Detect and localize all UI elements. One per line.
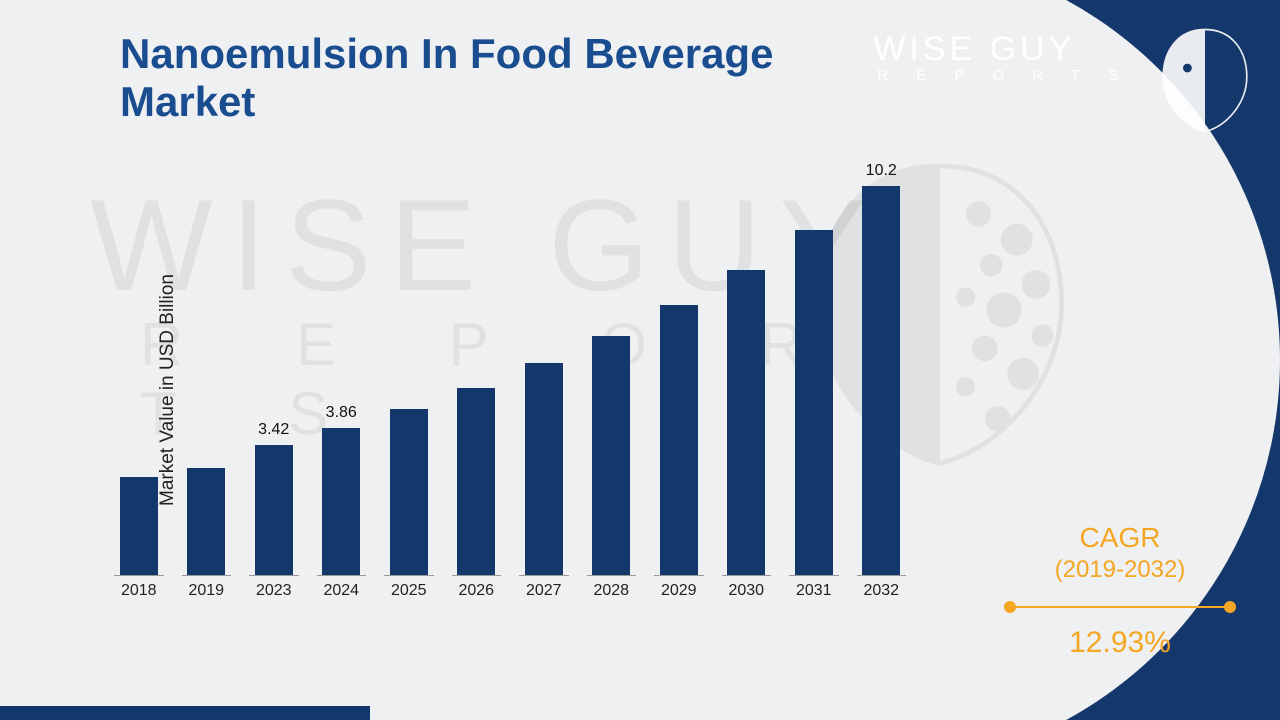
bar — [795, 230, 833, 575]
bars-container: 3.42 3.86 10.2 — [110, 175, 910, 575]
bar-wrap — [384, 409, 434, 575]
bar-wrap: 3.42 — [249, 445, 299, 575]
x-tick-label: 2019 — [182, 575, 232, 605]
bar-wrap — [587, 336, 637, 575]
bar — [862, 186, 900, 575]
cagr-range: (2019-2032) — [1000, 556, 1240, 584]
cagr-divider — [1010, 606, 1230, 608]
cagr-label: CAGR — [1000, 522, 1240, 554]
bar-wrap — [722, 270, 772, 575]
x-tick-label: 2018 — [114, 575, 164, 605]
bar-wrap — [452, 388, 502, 575]
logo-head-icon — [1150, 24, 1260, 134]
plot-area: 3.42 3.86 10.2 — [110, 175, 910, 575]
bar — [525, 363, 563, 575]
bar — [390, 409, 428, 575]
bar — [660, 305, 698, 575]
page: WISE GUY R E P O R T S Nanoemulsion In F… — [0, 0, 1280, 720]
bar-wrap: 10.2 — [857, 186, 907, 575]
x-tick-label: 2025 — [384, 575, 434, 605]
bar-wrap — [519, 363, 569, 575]
x-tick-label: 2024 — [317, 575, 367, 605]
logo-line2: R E P O R T S — [877, 67, 1130, 84]
bar-value-label: 3.86 — [317, 404, 367, 422]
bar-value-label: 10.2 — [857, 162, 907, 180]
brand-logo: WISE GUY R E P O R T S — [873, 30, 1130, 84]
cagr-value: 12.93% — [1000, 626, 1240, 660]
x-tick-label: 2029 — [654, 575, 704, 605]
bar — [187, 468, 225, 575]
x-tick-label: 2028 — [587, 575, 637, 605]
bar-wrap — [182, 468, 232, 575]
page-title: Nanoemulsion In Food Beverage Market — [120, 30, 840, 127]
bar-wrap — [789, 230, 839, 575]
bar-wrap — [654, 305, 704, 575]
x-tick-label: 2032 — [857, 575, 907, 605]
bar — [120, 477, 158, 575]
bar — [322, 428, 360, 575]
bar — [592, 336, 630, 575]
bar-wrap — [114, 477, 164, 575]
x-tick-label: 2030 — [722, 575, 772, 605]
bar — [255, 445, 293, 575]
bar — [457, 388, 495, 575]
bar — [727, 270, 765, 575]
x-axis: 2018 2019 2023 2024 2025 2026 2027 2028 2029 2030… — [110, 575, 910, 605]
x-tick-label: 2026 — [452, 575, 502, 605]
x-tick-label: 2023 — [249, 575, 299, 605]
logo-line1: WISE GUY — [873, 30, 1130, 69]
bottom-bar — [0, 706, 370, 720]
bar-chart: Market Value in USD Billion 3.423.8610.2… — [80, 175, 910, 605]
bar-wrap: 3.86 — [317, 428, 367, 575]
x-tick-label: 2031 — [789, 575, 839, 605]
cagr-block: CAGR (2019-2032) 12.93% — [1000, 522, 1240, 660]
x-tick-label: 2027 — [519, 575, 569, 605]
bar-value-label: 3.42 — [249, 421, 299, 439]
